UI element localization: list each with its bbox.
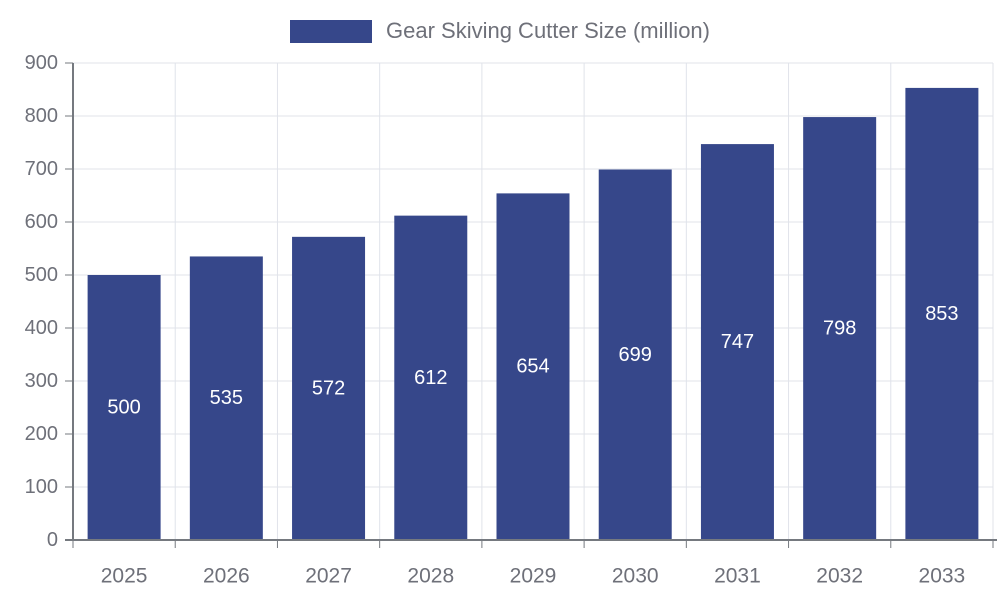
y-tick-label: 600 — [25, 211, 58, 233]
x-tick-label: 2025 — [101, 565, 148, 588]
y-tick-label: 200 — [25, 423, 58, 445]
y-tick-label: 0 — [47, 529, 58, 551]
bar-value-label: 572 — [312, 377, 345, 399]
bar-2026[interactable] — [189, 256, 263, 540]
bar-value-label: 612 — [414, 367, 447, 389]
bar-2025[interactable] — [87, 275, 161, 540]
x-tick-label: 2026 — [203, 565, 250, 588]
y-tick-label: 100 — [25, 476, 58, 498]
bar-value-label: 747 — [721, 331, 754, 353]
y-tick-label: 900 — [25, 52, 58, 74]
legend-swatch — [290, 19, 372, 43]
x-tick-label: 2031 — [714, 565, 761, 588]
y-tick-label: 800 — [25, 105, 58, 127]
x-tick-label: 2028 — [407, 565, 454, 588]
legend-label: Gear Skiving Cutter Size (million) — [386, 18, 710, 43]
y-tick-label: 300 — [25, 370, 58, 392]
bar-value-label: 853 — [925, 303, 958, 325]
y-tick-label: 700 — [25, 158, 58, 180]
bar-value-label: 699 — [619, 344, 652, 366]
bar-2033[interactable] — [905, 87, 979, 540]
bar-value-label: 535 — [210, 387, 243, 409]
chart-legend[interactable]: Gear Skiving Cutter Size (million) — [0, 18, 1000, 44]
bar-2031[interactable] — [700, 144, 774, 540]
bar-2028[interactable] — [394, 215, 468, 540]
bar-value-label: 654 — [516, 356, 549, 378]
x-tick-label: 2027 — [305, 565, 352, 588]
bar-2030[interactable] — [598, 169, 672, 540]
y-tick-label: 500 — [25, 264, 58, 286]
y-tick-label: 400 — [25, 317, 58, 339]
x-tick-label: 2032 — [816, 565, 863, 588]
bar-2032[interactable] — [803, 117, 877, 540]
bar-2027[interactable] — [292, 236, 366, 540]
bar-value-label: 500 — [107, 397, 140, 419]
bar-2029[interactable] — [496, 193, 570, 540]
x-tick-label: 2033 — [919, 565, 966, 588]
x-tick-label: 2030 — [612, 565, 659, 588]
x-tick-label: 2029 — [510, 565, 557, 588]
bar-value-label: 798 — [823, 318, 856, 340]
